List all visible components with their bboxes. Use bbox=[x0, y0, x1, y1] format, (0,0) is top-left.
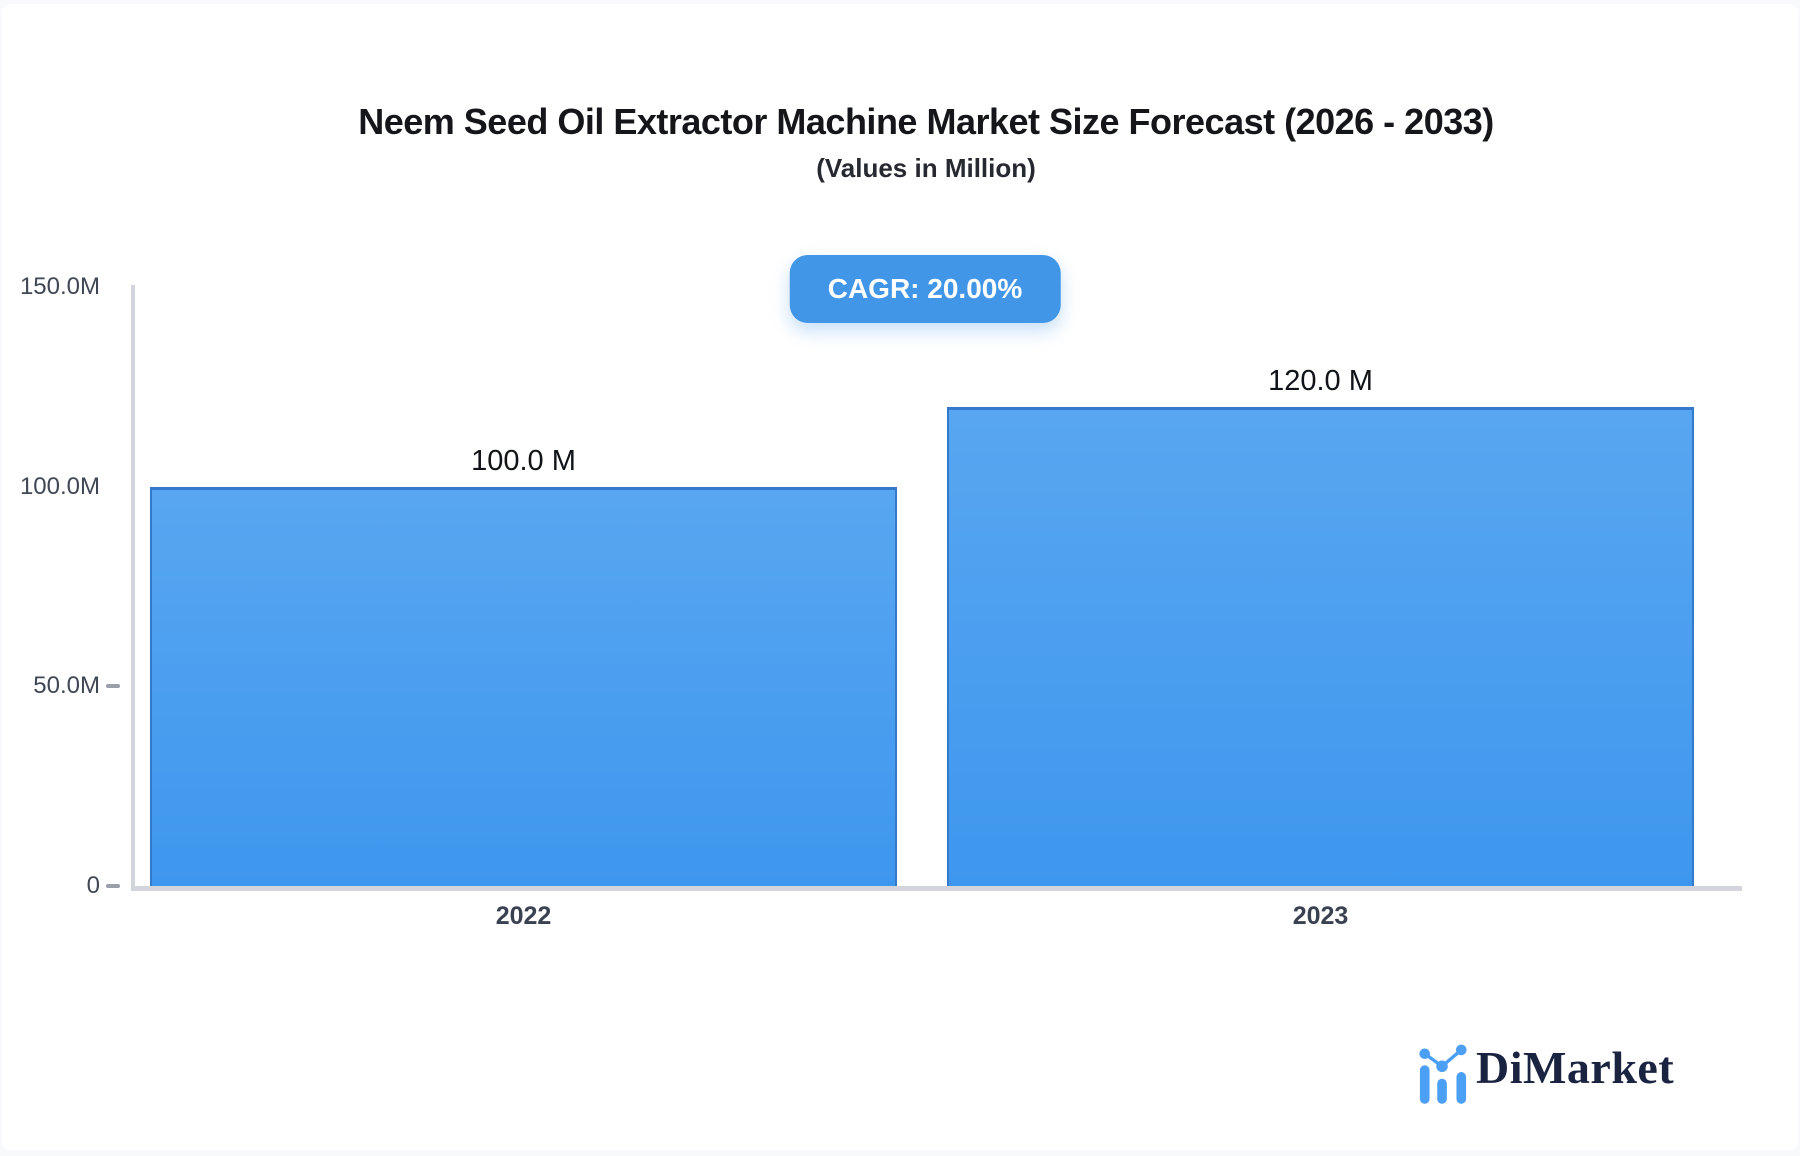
chart-title: Neem Seed Oil Extractor Machine Market S… bbox=[358, 101, 1494, 142]
bar-2023 bbox=[947, 406, 1694, 886]
chart-subtitle: (Values in Million) bbox=[816, 153, 1036, 183]
bar-2022 bbox=[150, 486, 897, 886]
y-axis-tick-mark bbox=[106, 684, 120, 689]
dimarket-logo-text: DiMarket bbox=[1476, 1042, 1675, 1093]
x-axis-category-label: 2022 bbox=[495, 902, 552, 930]
bar-value-label: 120.0 M bbox=[1268, 364, 1373, 397]
y-axis-tick-label: 0 bbox=[86, 872, 100, 899]
y-axis-tick-label: 50.0M bbox=[33, 672, 100, 700]
x-axis-line bbox=[131, 886, 1742, 891]
bar-value-label: 100.0 M bbox=[471, 444, 576, 477]
bar-line-chart-icon bbox=[1419, 1044, 1467, 1104]
y-axis-tick-label: 150.0M bbox=[19, 273, 100, 300]
y-axis-tick-mark bbox=[106, 884, 120, 888]
cagr-badge: CAGR: 20.00% bbox=[789, 255, 1061, 323]
x-axis-category-label: 2023 bbox=[1292, 902, 1349, 930]
y-axis-line bbox=[131, 285, 135, 890]
y-axis-tick-label: 100.0M bbox=[19, 472, 100, 500]
dimarket-logo: DiMarket bbox=[1418, 1040, 1674, 1106]
